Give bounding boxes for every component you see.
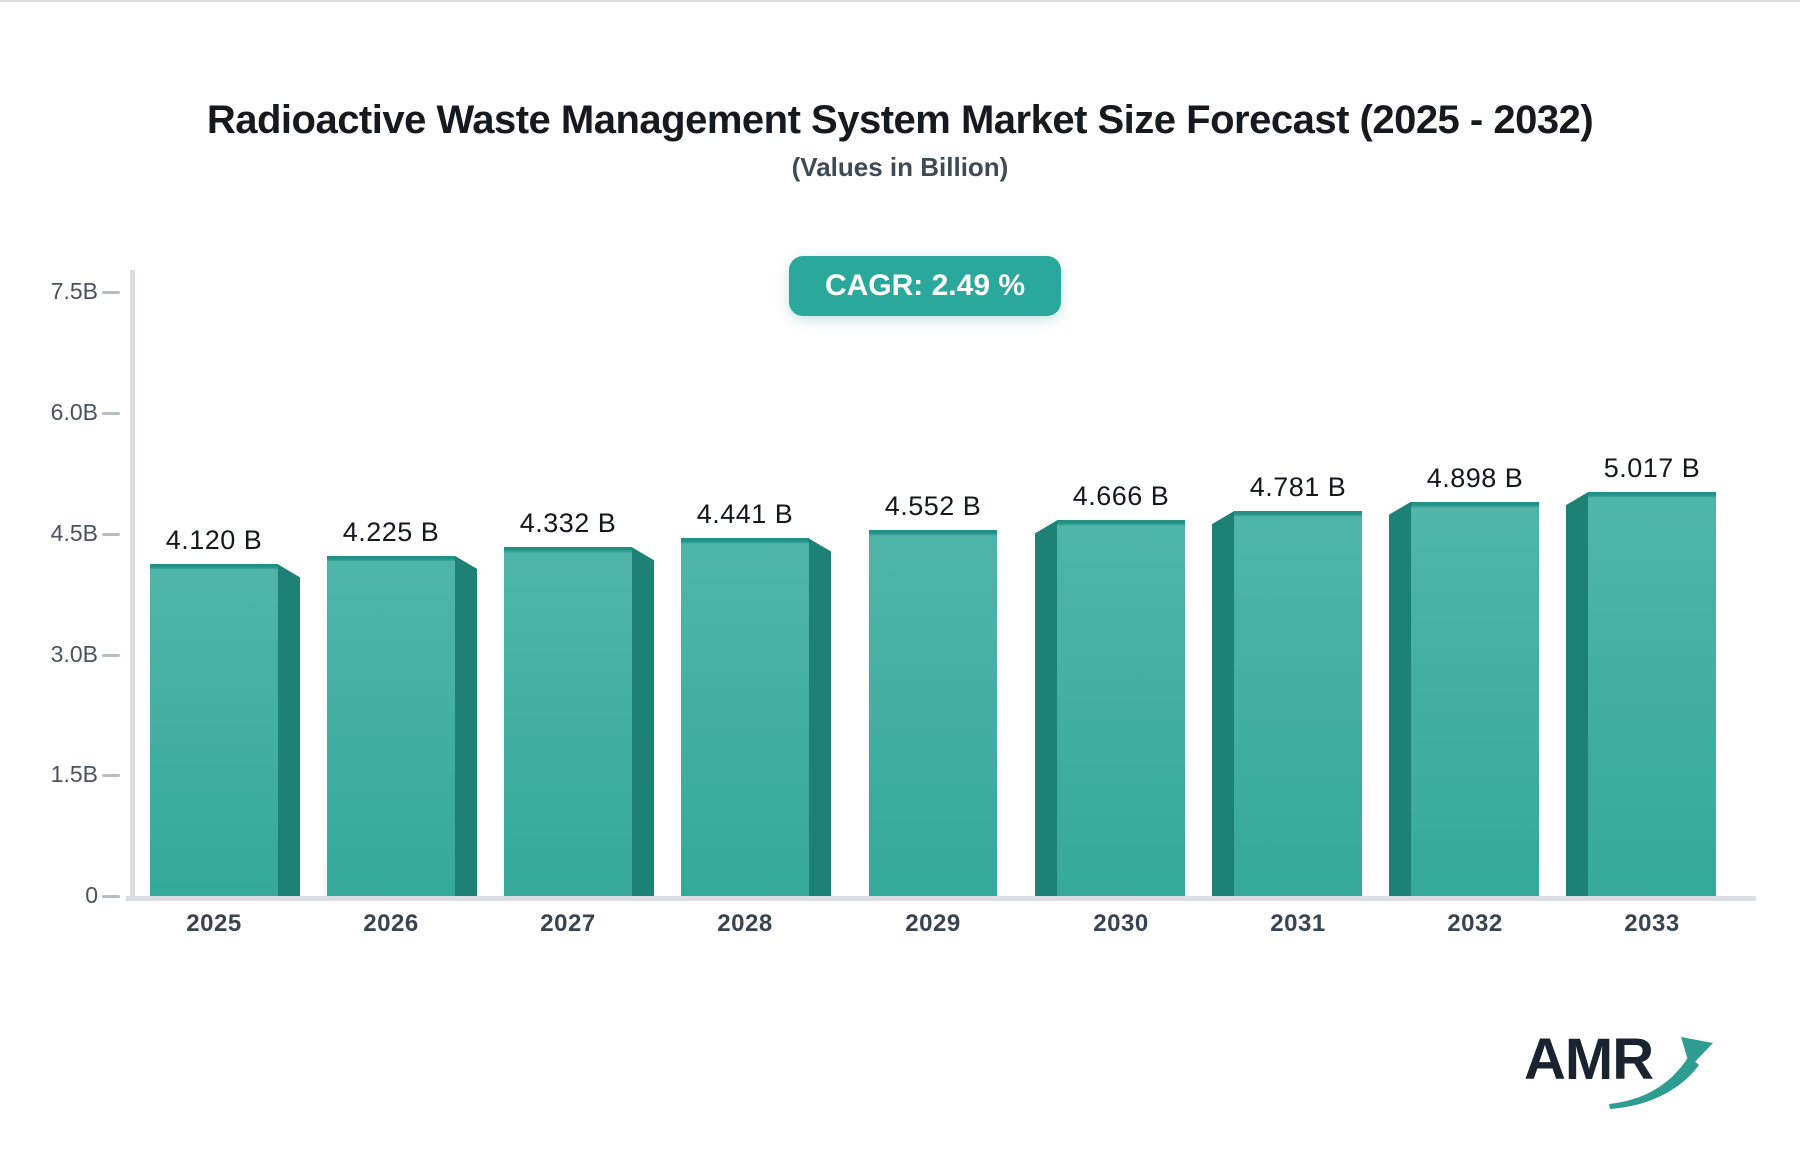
x-axis-line [126,896,1756,901]
bar-value-label: 4.332 B [519,508,617,539]
bar [1411,501,1539,896]
y-tick-dash [102,774,120,778]
bar-value-label: 4.898 B [1426,462,1524,493]
bar [1057,520,1185,896]
y-tick-label: 0 [85,882,98,908]
y-tick-label: 4.5B [50,519,98,546]
bar-value-label: 4.120 B [165,525,263,556]
x-tick-label: 2025 [186,910,242,937]
bar-side-face [1035,520,1057,896]
y-tick-label: 1.5B [50,761,98,788]
bar-value-label: 4.781 B [1249,472,1347,503]
bar-side-face [455,555,477,896]
y-tick-label: 3.0B [50,640,98,667]
x-tick-label: 2028 [717,910,773,937]
bar-value-label: 4.441 B [696,499,794,530]
x-tick-label: 2029 [905,910,961,937]
x-tick-label: 2032 [1447,910,1503,937]
bar [681,538,809,896]
bar [1588,492,1716,896]
x-tick-label: 2033 [1624,910,1680,937]
bar-value-label: 4.666 B [1072,481,1170,512]
bar-side-face [632,547,654,896]
bar [327,555,455,896]
bar-side-face [278,564,300,896]
bar-value-label: 5.017 B [1603,453,1701,484]
y-tick-label: 7.5B [50,278,98,305]
y-tick-dash [102,532,120,536]
page-subtitle: (Values in Billion) [791,152,1009,182]
bar [504,547,632,896]
x-tick-label: 2031 [1270,910,1326,937]
y-tick-dash [102,653,120,657]
growth-arrow-icon [1609,1037,1714,1109]
bar-side-face [1389,501,1411,896]
bar [869,529,997,896]
bar-value-label: 4.552 B [884,490,982,521]
x-tick-label: 2027 [540,910,596,937]
page-title: Radioactive Waste Management System Mark… [206,98,1594,142]
x-tick-label: 2030 [1093,910,1149,937]
bar [150,564,278,896]
cagr-badge: CAGR: 2.49 % [788,256,1062,316]
amr-logo-text: AMR [1524,1027,1654,1092]
amr-logo: AMR [1524,1028,1719,1110]
y-tick-label: 6.0B [50,399,98,425]
bar-value-label: 4.225 B [342,516,440,547]
y-axis-line [130,270,135,896]
x-tick-label: 2026 [363,910,419,937]
bar [1234,511,1362,896]
bar-side-face [1566,492,1588,896]
bar-side-face [1212,511,1234,896]
bar-side-face [809,538,831,896]
y-tick-dash [102,412,120,415]
y-tick-dash [102,291,120,295]
y-tick-dash [102,895,120,898]
